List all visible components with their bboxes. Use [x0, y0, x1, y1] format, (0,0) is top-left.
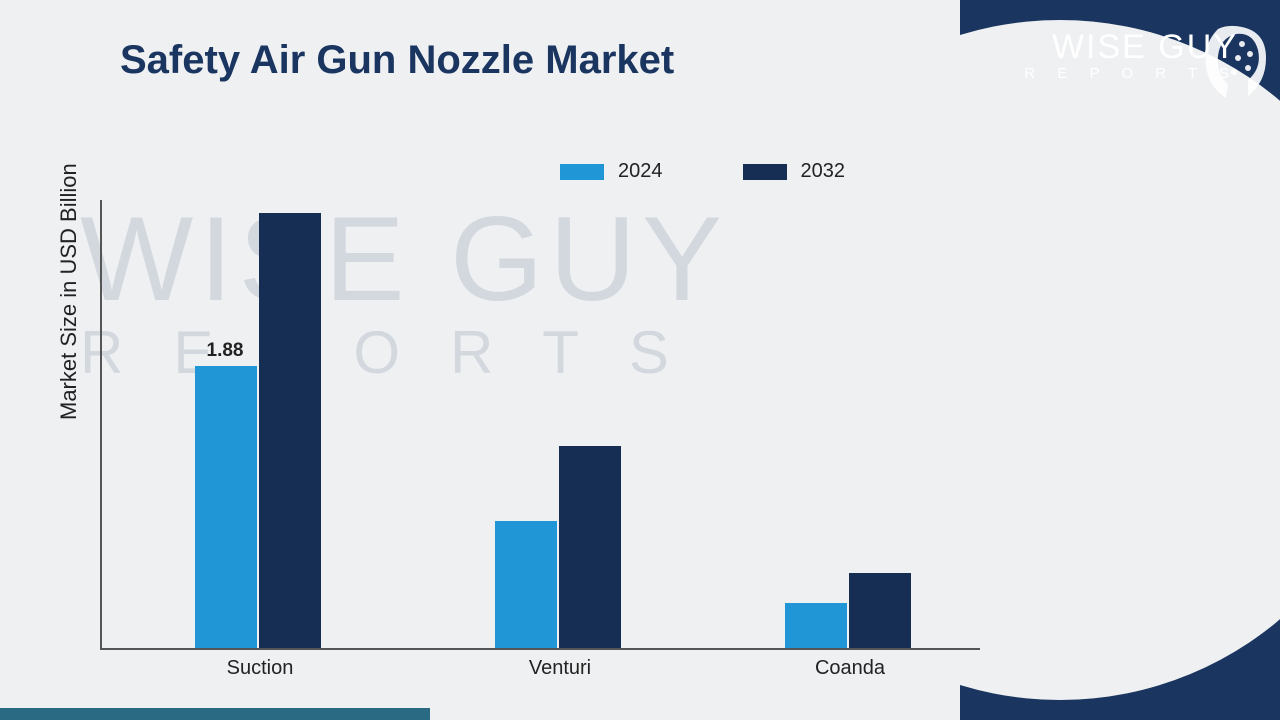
legend-label-2024: 2024 — [618, 160, 663, 183]
logo-sub-text: R E P O R T S — [1024, 66, 1238, 81]
bar-suction-2032 — [259, 213, 321, 648]
y-axis-label: Market Size in USD Billion — [56, 163, 82, 420]
legend-item-2024: 2024 — [560, 160, 663, 183]
legend-label-2032: 2032 — [801, 160, 846, 183]
category-label-coanda: Coanda — [770, 657, 930, 680]
bar-coanda-2032 — [849, 573, 911, 648]
legend-item-2032: 2032 — [743, 160, 846, 183]
brand-logo: WISE GUY R E P O R T S — [1024, 30, 1238, 81]
y-axis-line — [100, 200, 102, 650]
logo-main-text: WISE GUY — [1024, 30, 1238, 64]
category-label-suction: Suction — [180, 657, 340, 680]
bar-suction-2024 — [195, 366, 257, 648]
bar-venturi-2032 — [559, 446, 621, 649]
value-label: 1.88 — [195, 340, 255, 362]
legend-swatch-2032 — [743, 164, 787, 180]
footer-strip — [0, 708, 430, 720]
category-label-venturi: Venturi — [480, 657, 640, 680]
chart-canvas: WISE GUY REPORTS Safety Air Gun Nozzle M… — [0, 0, 1280, 720]
plot-area: SuctionVenturiCoanda1.88 — [100, 200, 980, 650]
x-axis-line — [100, 648, 980, 650]
bar-venturi-2024 — [495, 521, 557, 649]
bar-coanda-2024 — [785, 603, 847, 648]
chart-title: Safety Air Gun Nozzle Market — [120, 38, 674, 83]
legend-swatch-2024 — [560, 164, 604, 180]
legend: 2024 2032 — [560, 160, 845, 183]
